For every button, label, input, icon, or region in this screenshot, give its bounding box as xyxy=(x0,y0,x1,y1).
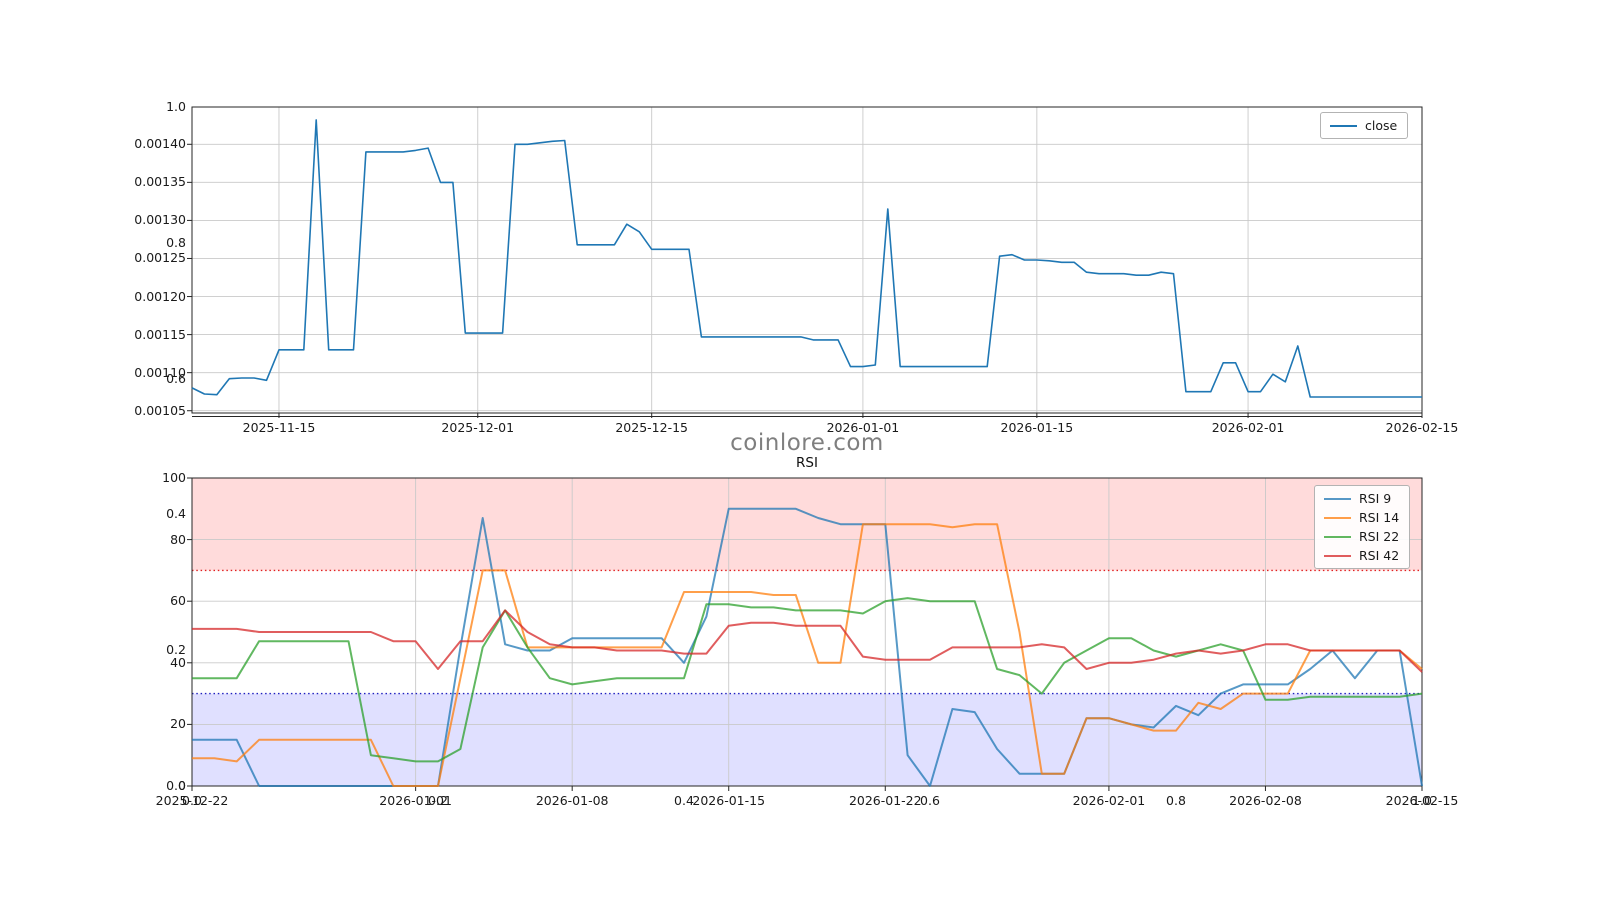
overlay-bottom-label: 0.0 xyxy=(182,793,202,808)
price-xtick-label: 2026-01-01 xyxy=(826,420,900,435)
rsi-xtick-label: 2026-01-08 xyxy=(535,793,609,808)
legend-item: RSI 14 xyxy=(1324,510,1399,525)
overlay-left-label: 1.0 xyxy=(166,99,186,114)
rsi-xtick-label: 2026-01-15 xyxy=(692,793,766,808)
legend-label: close xyxy=(1365,118,1398,133)
price-legend: close xyxy=(1320,112,1409,139)
watermark: coinlore.com xyxy=(730,430,884,456)
legend-label: RSI 14 xyxy=(1359,510,1400,525)
legend-label: RSI 9 xyxy=(1359,491,1392,506)
close-line xyxy=(191,119,1422,398)
legend-item: RSI 9 xyxy=(1324,491,1399,506)
price-ytick-label: 0.00115 xyxy=(134,326,186,342)
overlay-bottom-label: 0.8 xyxy=(1166,793,1186,808)
rsi-xtick-label: 2026-01-22 xyxy=(848,793,922,808)
overlay-bottom-label: 0.2 xyxy=(428,793,448,808)
rsi-ytick-label: 80 xyxy=(170,531,186,547)
overlay-left-label: 0.8 xyxy=(166,234,186,250)
overlay-left-label: 0.6 xyxy=(166,370,186,386)
price-ytick-label: 0.00130 xyxy=(134,212,186,228)
price-xtick-label: 2026-01-15 xyxy=(1000,420,1074,435)
rsi-xtick-label: 2026-02-15 xyxy=(1385,793,1459,808)
price-ytick-label: 0.00105 xyxy=(134,402,186,418)
price-xtick-label: 2025-11-15 xyxy=(242,420,316,435)
rsi-ytick-label: 40 xyxy=(170,654,186,670)
rsi-xtick-label: 2026-02-01 xyxy=(1072,793,1146,808)
overlay-bottom-label: 0.6 xyxy=(920,793,940,808)
price-frame xyxy=(191,106,1423,414)
rsi-42-line xyxy=(192,609,1423,673)
price-ytick-label: 0.00140 xyxy=(134,136,186,152)
rsi-oversold-band xyxy=(192,693,1422,786)
overlay-bottom-label: 1.0 xyxy=(1412,793,1432,808)
rsi-chart-title: RSI xyxy=(796,455,818,471)
legend-line-swatch xyxy=(1330,124,1357,127)
legend-label: RSI 22 xyxy=(1359,529,1400,544)
legend-label: RSI 42 xyxy=(1359,548,1400,563)
overlay-left-label: 0.4 xyxy=(166,506,186,522)
price-ytick-label: 0.00125 xyxy=(134,250,186,266)
rsi-legend: RSI 9 RSI 14 RSI 22 RSI 42 xyxy=(1314,485,1411,569)
price-ytick-label: 0.00120 xyxy=(134,288,186,304)
price-xtick-label: 2025-12-15 xyxy=(615,420,689,435)
legend-item: RSI 22 xyxy=(1324,529,1399,544)
rsi-ytick-label: 0 xyxy=(178,778,186,793)
rsi-xtick-label: 2026-01-01 xyxy=(379,793,452,808)
legend-line-swatch xyxy=(1324,516,1351,519)
rsi-xtick-label: 2026-02-08 xyxy=(1229,793,1302,808)
price-ytick-label: 0.00135 xyxy=(134,174,186,190)
legend-line-swatch xyxy=(1324,497,1351,500)
overlay-bottom-label: 0.4 xyxy=(674,793,694,808)
rsi-xtick-label: 2025-12-22 xyxy=(155,793,229,808)
rsi-ytick-label: 20 xyxy=(170,716,186,732)
legend-item: close xyxy=(1330,118,1397,133)
rsi-14-line xyxy=(192,523,1423,787)
legend-line-swatch xyxy=(1324,554,1351,557)
legend-line-swatch xyxy=(1324,535,1351,538)
price-xtick-label: 2025-12-01 xyxy=(441,420,515,435)
rsi-overbought-band xyxy=(192,478,1422,571)
price-xtick-label: 2026-02-01 xyxy=(1211,420,1285,435)
rsi-frame xyxy=(191,477,1423,787)
overlay-left-label: 0.2 xyxy=(166,642,186,658)
rsi-ytick-label: 60 xyxy=(170,593,186,609)
rsi-ytick-label: 100 xyxy=(162,470,186,485)
legend-item: RSI 42 xyxy=(1324,548,1399,563)
price-ytick-label: 0.00110 xyxy=(134,364,186,380)
price-xtick-label: 2026-02-15 xyxy=(1385,420,1459,435)
rsi-22-line xyxy=(192,597,1423,763)
overlay-left-label: 0.0 xyxy=(166,778,186,793)
